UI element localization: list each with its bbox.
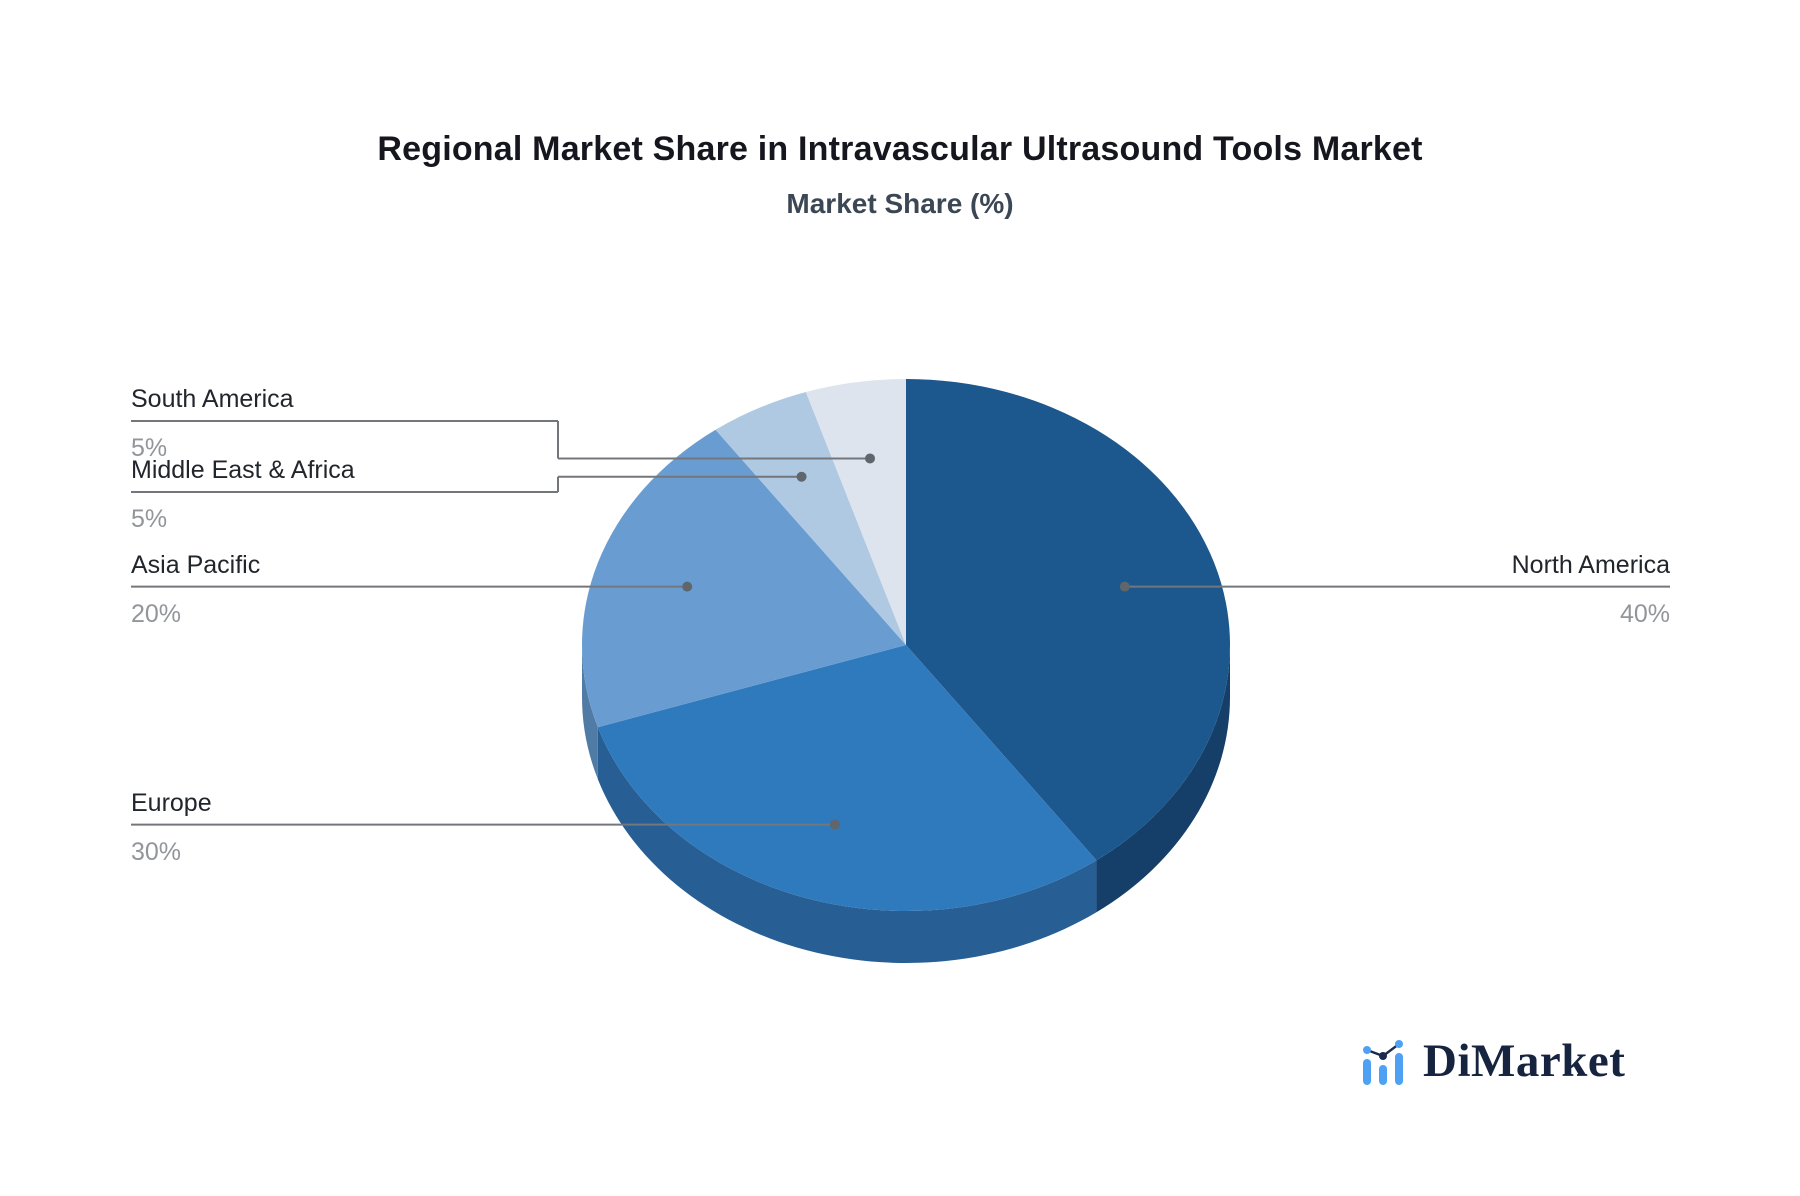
dimarket-logo-icon (1363, 1040, 1403, 1085)
pie-slice-middle-east-africa[interactable] (715, 392, 906, 645)
pie-slice-asia-pacific[interactable] (582, 429, 906, 728)
slice-label-middle-east-africa: Middle East & Africa (131, 456, 355, 484)
slice-value-north-america: 40% (1619, 599, 1670, 628)
slice-label-north-america: North America (1511, 550, 1670, 579)
slice-label-south-america: South America (131, 385, 294, 413)
dimarket-logo-text: DiMarket (1423, 1035, 1626, 1087)
slice-label-asia-pacific: Asia Pacific (131, 550, 261, 579)
slice-value-asia-pacific: 20% (131, 599, 182, 628)
pie-slice-side-europe (597, 727, 1097, 963)
pie-slice-europe[interactable] (597, 645, 1097, 911)
leader-dot-middle-east-africa (796, 471, 807, 482)
leader-dot-north-america (1119, 581, 1130, 592)
chart-subtitle: Market Share (%) (786, 188, 1014, 219)
slice-value-middle-east-africa: 5% (131, 505, 168, 533)
chart-title: Regional Market Share in Intravascular U… (377, 130, 1423, 168)
pie-slice-south-america[interactable] (805, 379, 906, 645)
slice-value-south-america: 5% (131, 434, 168, 462)
pie-slice-north-america[interactable] (906, 378, 1230, 861)
leader-dot-south-america (865, 453, 876, 464)
leader-dot-asia-pacific (682, 581, 693, 592)
pie-slice-side-north-america (1096, 645, 1230, 913)
dimarket-logo: DiMarket (1362, 1034, 1625, 1088)
slice-label-europe: Europe (131, 788, 212, 817)
slice-value-europe: 30% (131, 837, 182, 866)
pie-slice-side-asia-pacific (582, 645, 598, 780)
leader-dot-europe (829, 819, 840, 830)
